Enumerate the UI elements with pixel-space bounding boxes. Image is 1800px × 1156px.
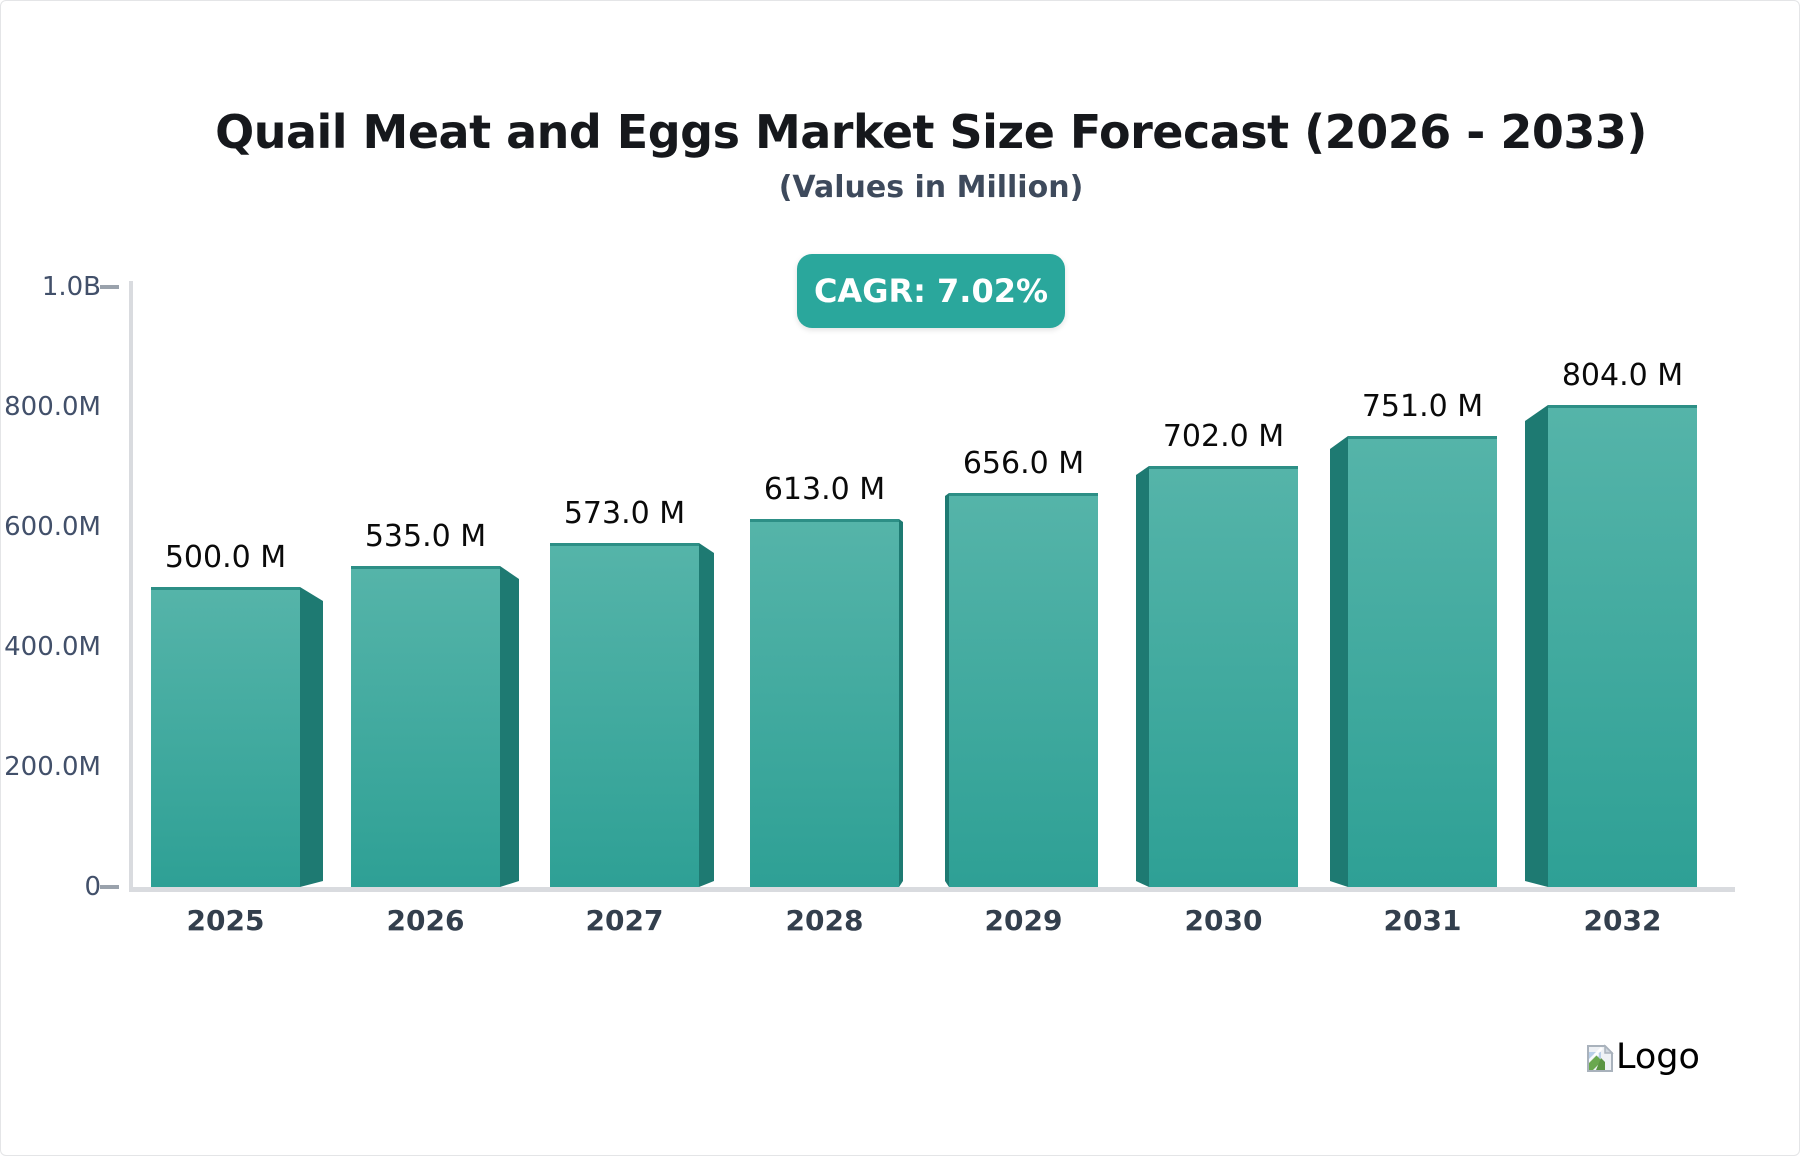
chart-subtitle: (Values in Million) (778, 170, 1084, 205)
bar-side-face (699, 543, 714, 887)
y-axis-tick-label: 0 (84, 872, 101, 902)
y-axis-tick-mark (100, 285, 119, 289)
bar-2030[interactable] (1149, 466, 1298, 887)
bar-side-face (1330, 436, 1348, 887)
bar-value-label: 500.0 M (164, 540, 287, 575)
broken-image-icon (1587, 1044, 1614, 1072)
bar-value-label: 702.0 M (1162, 419, 1285, 454)
bar-2027[interactable] (550, 543, 699, 887)
bar-2032[interactable] (1548, 405, 1697, 887)
x-axis-label-2032: 2032 (1583, 904, 1662, 937)
logo-alt-text: Logo (1616, 1037, 1700, 1077)
bar-2031[interactable] (1348, 436, 1497, 887)
y-axis-tick-label: 600.0M (4, 512, 101, 542)
cagr-badge: CAGR: 7.02% (797, 254, 1065, 328)
y-axis-tick-label: 400.0M (4, 632, 101, 662)
bar-2025[interactable] (151, 587, 300, 887)
x-axis-label-2025: 2025 (186, 904, 265, 937)
bar-value-label: 573.0 M (563, 496, 686, 531)
bar-side-face (1136, 466, 1149, 887)
bar-2028[interactable] (750, 519, 899, 887)
bar-value-label: 535.0 M (364, 519, 487, 554)
bar-side-face (1525, 405, 1548, 887)
x-axis-line (129, 887, 1735, 892)
bar-value-label: 804.0 M (1561, 358, 1684, 393)
bar-2026[interactable] (351, 566, 500, 887)
bar-2029[interactable] (949, 493, 1098, 887)
bar-side-face (500, 566, 519, 887)
x-axis-label-2029: 2029 (984, 904, 1063, 937)
x-axis-label-2031: 2031 (1383, 904, 1462, 937)
bar-value-label: 656.0 M (962, 446, 1085, 481)
bar-side-face (899, 519, 903, 887)
x-axis-label-2027: 2027 (585, 904, 664, 937)
bar-side-face (300, 587, 323, 887)
y-axis-tick-mark (100, 885, 119, 889)
bar-side-face (945, 493, 949, 887)
bar-value-label: 751.0 M (1361, 389, 1484, 424)
y-axis-tick-label: 800.0M (4, 392, 101, 422)
bar-value-label: 613.0 M (763, 472, 886, 507)
x-axis-label-2028: 2028 (785, 904, 864, 937)
chart-title: Quail Meat and Eggs Market Size Forecast… (215, 105, 1647, 159)
x-axis-label-2030: 2030 (1184, 904, 1263, 937)
y-axis-line (129, 281, 133, 892)
x-axis-label-2026: 2026 (386, 904, 465, 937)
y-axis-tick-label: 200.0M (4, 752, 101, 782)
logo: Logo (1585, 1037, 1700, 1077)
y-axis-tick-label: 1.0B (41, 272, 101, 302)
